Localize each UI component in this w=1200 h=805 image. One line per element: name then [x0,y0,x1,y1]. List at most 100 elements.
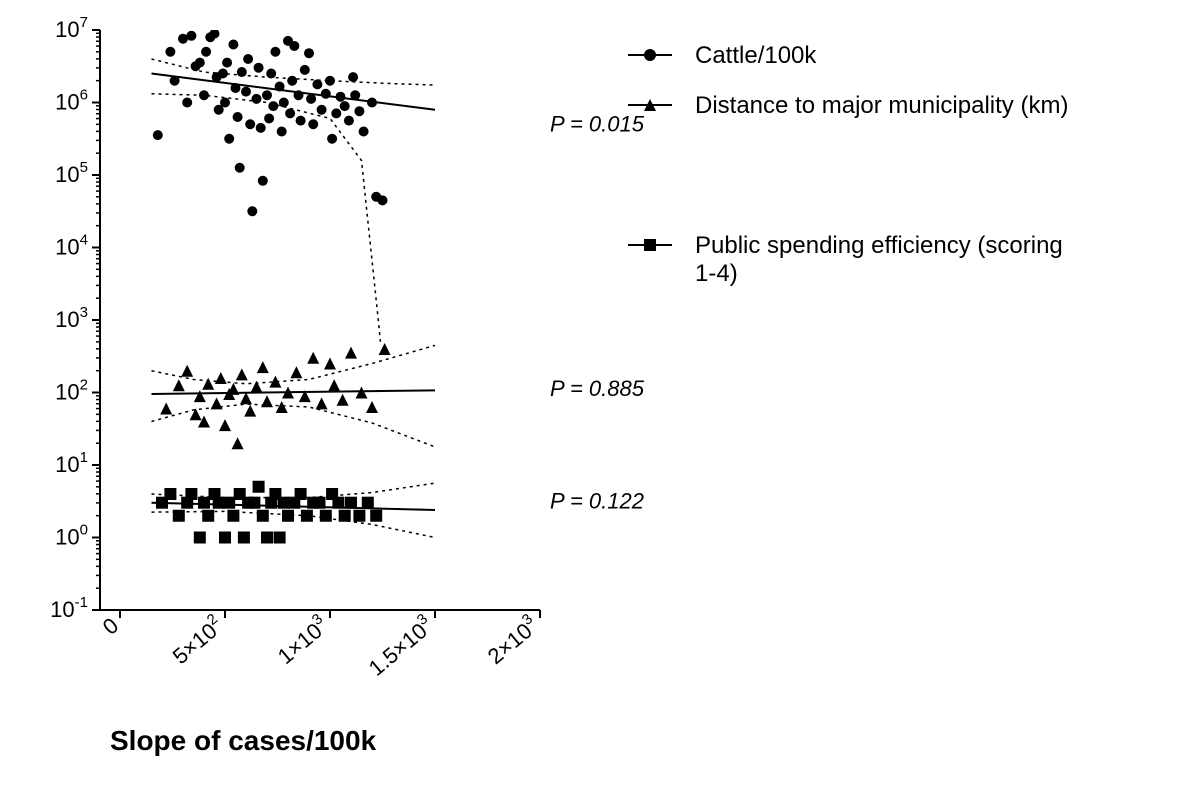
data-point [211,397,223,409]
y-tick-label: 106 [55,87,88,115]
data-point [227,510,239,522]
data-point [327,134,337,144]
legend-label: Public spending efficiency (scoring [695,232,1063,259]
x-tick-label: 1.5×103 [362,610,438,680]
data-point [314,497,326,509]
data-point [294,90,304,100]
data-point [332,497,344,509]
data-point [262,90,272,100]
data-point [317,105,327,115]
data-point [235,163,245,173]
data-point [170,76,180,86]
y-tick-label: 101 [55,449,88,477]
data-point [257,361,269,373]
data-point [173,510,185,522]
data-point [356,387,368,399]
data-point [287,76,297,86]
data-point [186,31,196,41]
data-point [182,98,192,108]
ci-lower [152,404,436,447]
x-tick-label: 5×102 [166,610,228,669]
x-tick-label-group: 1×103 [271,610,333,669]
data-point [194,532,206,544]
data-point [268,101,278,111]
data-point [202,510,214,522]
y-tick-label: 100 [55,522,88,550]
data-point [345,497,357,509]
y-tick-label: 105 [55,159,88,187]
p-value-label: P = 0.122 [550,488,644,513]
legend-label: Cattle/100k [695,42,817,69]
scatter-chart: 10-110010110210310410510610705×1021×1031… [0,0,1200,800]
x-axis-label: Slope of cases/100k [110,725,377,756]
data-point [270,47,280,57]
data-point [359,127,369,137]
data-point [219,532,231,544]
data-point [264,113,274,123]
data-point [304,48,314,58]
data-point [274,532,286,544]
data-point [367,98,377,108]
data-point [306,94,316,104]
data-point [244,405,256,417]
data-point [379,343,391,355]
data-point [194,390,206,402]
legend-marker [644,239,656,251]
data-point [252,94,262,104]
data-point [277,127,287,137]
x-tick-label: 1×103 [271,610,333,669]
data-point [243,54,253,64]
p-value-label: P = 0.885 [550,376,645,401]
data-point [312,79,322,89]
data-point [344,116,354,126]
data-point [339,510,351,522]
legend-marker [644,49,656,61]
data-point [261,395,273,407]
data-point [195,58,205,68]
data-point [253,481,265,493]
data-point [320,510,332,522]
data-point [295,488,307,500]
data-point [247,206,257,216]
data-point [219,419,231,431]
data-point [340,101,350,111]
data-point [321,89,331,99]
data-point [248,497,260,509]
data-point [290,366,302,378]
data-point [160,402,172,414]
y-tick-label: 103 [55,304,88,332]
data-point [354,106,364,116]
data-point [190,408,202,420]
data-point [224,134,234,144]
data-point [331,108,341,118]
data-point [173,379,185,391]
data-point [366,401,378,413]
data-point [245,119,255,129]
data-point [220,98,230,108]
data-point [266,69,276,79]
data-point [362,497,374,509]
data-point [218,69,228,79]
data-point [165,47,175,57]
data-point [254,63,264,73]
data-point [199,90,209,100]
data-point [236,368,248,380]
data-point [201,47,211,57]
x-tick-label-group: 1.5×103 [362,610,438,680]
data-point [237,67,247,77]
data-point [256,123,266,133]
data-point [210,29,220,39]
y-tick-label: 107 [55,14,88,42]
data-point [300,65,310,75]
data-point [278,497,290,509]
data-point [307,352,319,364]
ci-lower [152,94,381,342]
data-point [279,98,289,108]
data-point [328,379,340,391]
data-point [296,116,306,126]
legend-label: 1-4) [695,260,738,287]
data-point [324,358,336,370]
data-point [213,497,225,509]
data-point [308,119,318,129]
y-tick-label: 10-1 [50,594,88,622]
